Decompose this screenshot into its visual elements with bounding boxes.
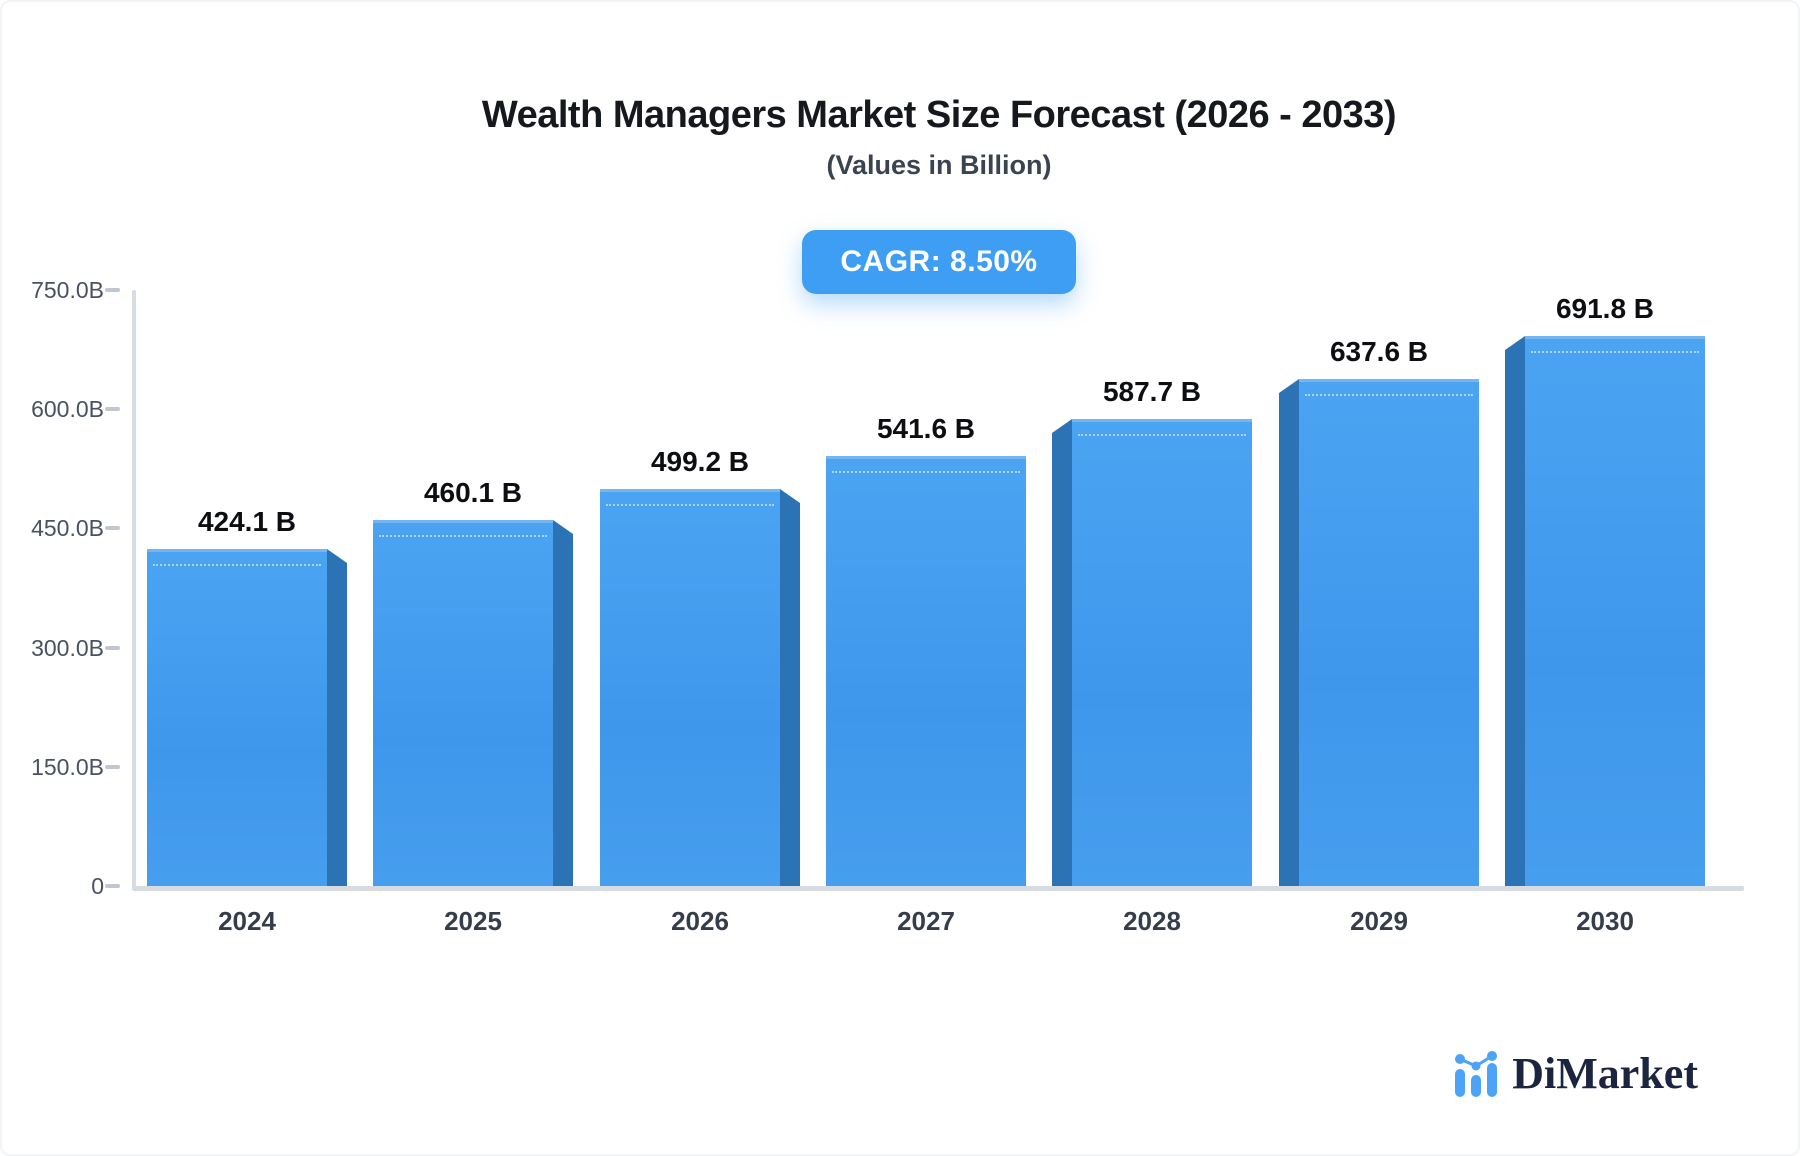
bar-bevel: [1052, 419, 1072, 886]
bar-2024: 424.1 B: [147, 506, 347, 886]
y-axis-label: 0: [91, 873, 104, 899]
bar-value-label: 637.6 B: [1329, 336, 1429, 367]
bar-value-label: 541.6 B: [876, 413, 976, 444]
bar-value-label: 424.1 B: [197, 506, 297, 537]
bar-fill: [826, 456, 1026, 886]
brand-name: DiMarket: [1512, 1049, 1698, 1098]
bar-bevel: [553, 520, 573, 886]
bar-fill: [1299, 379, 1479, 886]
bar-fill: [1525, 336, 1705, 886]
bar-bevel: [327, 549, 347, 886]
y-axis-tick: [105, 526, 120, 531]
bar-chart-logo-icon: [1452, 1051, 1500, 1097]
y-axis-line: [132, 290, 136, 888]
x-axis-label-2027: 2027: [897, 906, 955, 936]
chart-subtitle: (Values in Billion): [826, 150, 1052, 180]
y-axis-tick: [105, 884, 120, 888]
x-axis-label-2026: 2026: [671, 906, 729, 936]
bar-bevel: [1279, 379, 1299, 886]
bar-bevel: [1505, 336, 1525, 886]
bar-value-label: 499.2 B: [650, 446, 750, 477]
brand-logo: DiMarket: [1452, 1050, 1698, 1098]
y-axis-label: 150.0B: [31, 753, 104, 780]
bar-value-label: 460.1 B: [423, 477, 523, 508]
cagr-badge: CAGR: 8.50%: [802, 230, 1076, 294]
chart-header: Wealth Managers Market Size Forecast (20…: [2, 92, 1798, 294]
y-axis-tick: [105, 764, 120, 769]
y-axis-label: 450.0B: [31, 515, 104, 542]
bar-fill: [147, 549, 327, 886]
y-axis-tick: [105, 288, 120, 292]
bar-fill: [1072, 419, 1252, 886]
bar-2027: 541.6 B: [826, 413, 1026, 886]
bar-fill: [373, 520, 553, 886]
x-axis-label-2028: 2028: [1123, 906, 1181, 936]
bar-2025: 460.1 B: [373, 477, 573, 886]
chart-title: Wealth Managers Market Size Forecast (20…: [481, 94, 1397, 136]
bar-value-label: 691.8 B: [1555, 293, 1655, 324]
bar-2030: 691.8 B: [1505, 293, 1705, 886]
bar-bevel: [780, 489, 800, 886]
y-axis-tick: [105, 645, 120, 650]
bar-fill: [600, 489, 780, 886]
x-axis-label-2030: 2030: [1576, 906, 1634, 936]
y-axis-label: 300.0B: [31, 634, 104, 661]
x-axis-label-2024: 2024: [218, 906, 276, 936]
bar-2029: 637.6 B: [1279, 336, 1479, 886]
y-axis-tick: [105, 407, 120, 412]
y-axis-label: 600.0B: [31, 396, 104, 423]
bar-value-label: 587.7 B: [1102, 376, 1202, 407]
x-axis-label-2025: 2025: [444, 906, 502, 936]
x-axis-label-2029: 2029: [1350, 906, 1408, 936]
bar-2028: 587.7 B: [1052, 376, 1252, 886]
bar-2026: 499.2 B: [600, 446, 800, 886]
y-axis-label: 750.0B: [31, 277, 104, 303]
x-axis-line: [132, 886, 1744, 891]
